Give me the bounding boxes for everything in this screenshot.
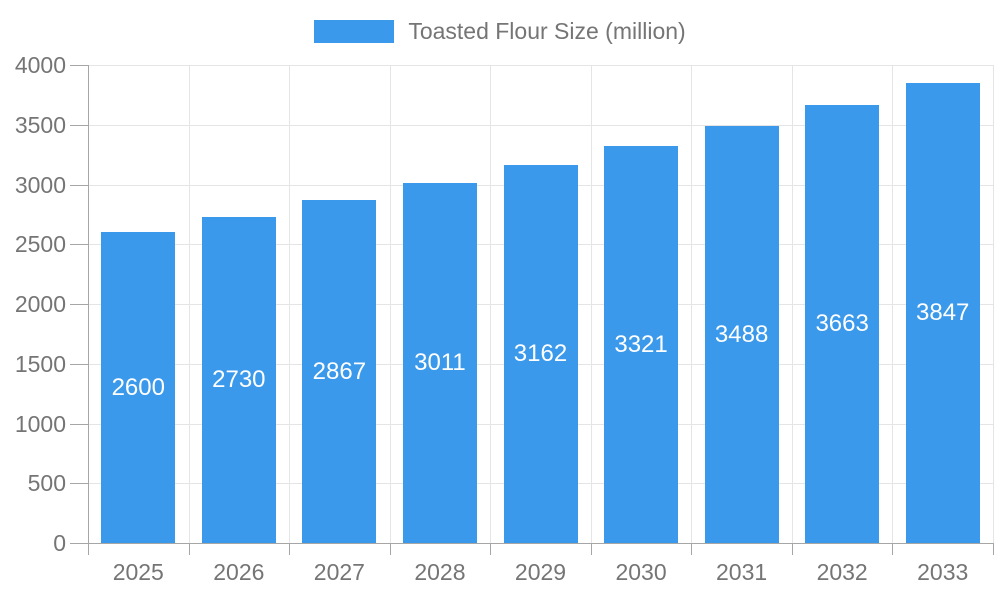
x-tick [791, 543, 793, 555]
y-gridline [88, 124, 993, 126]
bar[interactable] [201, 216, 276, 543]
bar[interactable] [101, 232, 176, 543]
y-tick-label: 0 [53, 530, 66, 556]
y-tick-label: 500 [27, 470, 66, 497]
legend-swatch [314, 20, 395, 43]
x-tick [993, 543, 994, 555]
x-gridline [892, 65, 894, 543]
x-tick [691, 543, 693, 555]
x-axis-line [88, 543, 993, 544]
x-tick [289, 543, 291, 555]
x-tick-label: 2027 [313, 559, 365, 585]
y-tick-label: 3500 [14, 111, 66, 138]
bar-value-label: 3663 [815, 310, 869, 338]
x-gridline [188, 65, 190, 543]
x-tick-label: 2031 [716, 559, 768, 585]
x-tick-label: 2028 [414, 559, 466, 585]
y-tick-label: 2500 [14, 231, 66, 258]
bar[interactable] [805, 105, 880, 543]
y-tick [70, 304, 88, 305]
x-tick-label: 2025 [112, 559, 164, 585]
bar-value-label: 3162 [513, 340, 568, 368]
legend[interactable]: Toasted Flour Size (million) [0, 18, 1000, 45]
y-tick-label: 1000 [14, 410, 66, 437]
bar[interactable] [604, 146, 679, 543]
x-tick-label: 2032 [816, 559, 868, 585]
y-tick [70, 363, 88, 365]
x-gridline [993, 65, 994, 543]
y-tick [70, 543, 88, 544]
y-gridline [88, 65, 993, 66]
x-gridline [289, 65, 291, 543]
x-tick [188, 543, 190, 555]
y-tick [70, 65, 88, 66]
y-tick [70, 483, 88, 485]
bar-value-label: 3321 [614, 330, 668, 358]
y-tick [70, 124, 88, 126]
x-tick-label: 2026 [213, 559, 265, 585]
x-tick-label: 2029 [514, 559, 567, 585]
x-tick [389, 543, 391, 555]
bar[interactable] [503, 165, 578, 543]
bar[interactable] [402, 183, 477, 543]
bar[interactable] [905, 83, 980, 543]
y-axis-line [88, 65, 89, 555]
bar[interactable] [302, 200, 377, 543]
bar-value-label: 2730 [212, 365, 266, 393]
x-gridline [691, 65, 693, 543]
y-tick-label: 1500 [14, 350, 66, 377]
bar-value-label: 2600 [111, 373, 165, 401]
x-tick [892, 543, 894, 555]
bar-value-label: 2867 [312, 357, 367, 385]
y-tick [70, 184, 88, 186]
bar-value-label: 3011 [414, 349, 466, 377]
x-tick [490, 543, 492, 555]
y-tick [70, 423, 88, 425]
x-gridline [490, 65, 492, 543]
x-tick-label: 2030 [615, 559, 667, 585]
x-tick-label: 2033 [917, 559, 969, 585]
y-tick-label: 2000 [14, 291, 66, 317]
x-tick [590, 543, 592, 555]
legend-label: Toasted Flour Size (million) [408, 18, 686, 44]
bar[interactable] [704, 126, 779, 543]
x-gridline [590, 65, 592, 543]
bar-value-label: 3847 [916, 299, 970, 327]
y-tick-label: 3000 [14, 171, 66, 198]
x-gridline [791, 65, 793, 543]
bar-value-label: 3488 [714, 320, 769, 348]
x-gridline [389, 65, 391, 543]
y-tick-label: 4000 [14, 52, 66, 78]
y-tick [70, 244, 88, 246]
